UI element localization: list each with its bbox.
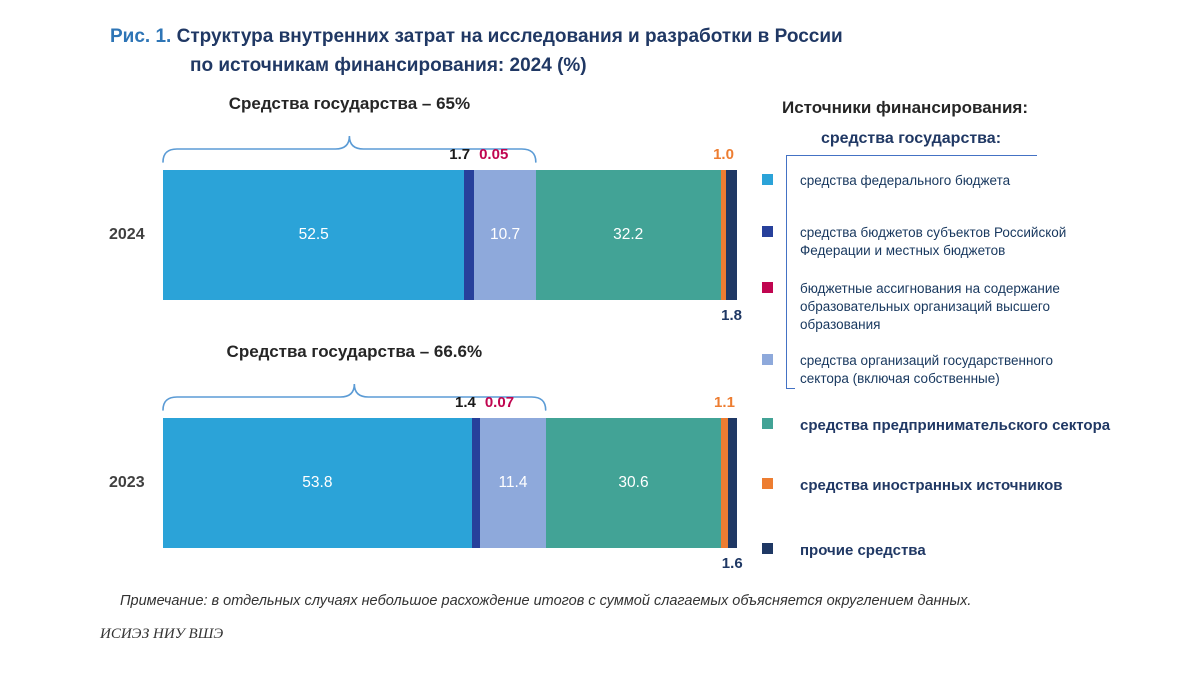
stacked-bar-2023: 53.8 1.4 0.07 11.4 30.6 1.1 1.6 bbox=[163, 394, 743, 572]
value-label-regional-budgets: 1.7 bbox=[449, 146, 471, 163]
value-label-foreign-sources: 1.0 bbox=[713, 146, 734, 163]
source-credit: ИСИЭЗ НИУ ВШЭ bbox=[100, 626, 224, 642]
brace-bracket bbox=[162, 383, 547, 411]
brace-label: Средства государства – 65% bbox=[228, 94, 471, 113]
legend-swatch-higher-education-icon bbox=[762, 282, 773, 293]
year-label: 2024 bbox=[109, 226, 145, 243]
value-label-business-sector: 32.2 bbox=[613, 226, 644, 243]
value-label-other-funds: 1.8 bbox=[721, 307, 742, 324]
legend-swatch-foreign-sources-icon bbox=[762, 478, 773, 489]
value-label-regional-budgets: 1.4 bbox=[454, 394, 476, 411]
legend-group-bracket-line bbox=[786, 155, 787, 388]
legend-swatch-business-sector-icon bbox=[762, 418, 773, 429]
value-label-higher-education-appropriations: 0.05 bbox=[479, 146, 509, 163]
footnote: Примечание: в отдельных случаях небольшо… bbox=[120, 593, 972, 609]
bar-group-2023: Средства государства – 66.6% 2023 53.8 1.… bbox=[109, 340, 743, 580]
year-label: 2023 bbox=[109, 474, 145, 491]
bar-segment-other-funds bbox=[727, 418, 737, 548]
value-label-federal-budget: 53.8 bbox=[302, 474, 333, 491]
value-label-business-sector: 30.6 bbox=[618, 474, 649, 491]
legend-swatch-regional-budgets-icon bbox=[762, 226, 773, 237]
bar-segment-regional-budgets bbox=[471, 418, 480, 548]
legend-label: бюджетные ассигнования на содержание обр… bbox=[800, 281, 1060, 332]
legend-label: средства федерального бюджета bbox=[800, 173, 1011, 188]
bar-segment-foreign-sources bbox=[721, 418, 728, 548]
legend-label: средства иностранных источников bbox=[800, 477, 1063, 494]
value-label-higher-education-appropriations: 0.07 bbox=[484, 394, 515, 411]
stacked-bar-2024: 52.5 1.7 0.05 10.7 32.2 1.0 1.8 bbox=[163, 146, 742, 324]
figure-title: Рис. 1. Структура внутренних затрат на и… bbox=[110, 22, 843, 81]
bar-segment-regional-budgets bbox=[464, 170, 475, 300]
legend-title: Источники финансирования: bbox=[782, 98, 1028, 117]
bar-segment-state-sector-organizations bbox=[480, 418, 546, 548]
legend-group-title: средства государства: bbox=[820, 130, 1002, 147]
bar-segment-other-funds bbox=[726, 170, 737, 300]
bar-segment-federal-budget bbox=[163, 170, 465, 300]
legend-swatch-federal-budget-icon bbox=[762, 174, 773, 185]
value-label-federal-budget: 52.5 bbox=[298, 226, 329, 243]
legend-label: средства организаций государственного се… bbox=[800, 353, 1054, 386]
bar-segment-business-sector bbox=[545, 418, 722, 548]
bar-segment-foreign-sources bbox=[720, 170, 727, 300]
figure-number: Рис. 1. bbox=[110, 26, 172, 47]
value-label-foreign-sources: 1.1 bbox=[714, 394, 735, 411]
bar-segment-state-sector-organizations bbox=[474, 170, 536, 300]
bar-segment-federal-budget bbox=[163, 418, 472, 548]
legend-swatch-other-funds-icon bbox=[762, 543, 773, 554]
figure-title-line1: Структура внутренних затрат на исследова… bbox=[176, 26, 843, 47]
figure-title-line2: по источникам финансирования: 2024 (%) bbox=[190, 55, 587, 77]
brace-bracket bbox=[162, 135, 537, 163]
legend-label: прочие средства bbox=[800, 542, 926, 559]
legend-label: средства предпринимательского сектора bbox=[800, 417, 1111, 434]
bar-segment-business-sector bbox=[535, 170, 721, 300]
legend-swatch-state-sector-icon bbox=[762, 354, 773, 365]
legend-label: средства бюджетов субъектов Российской Ф… bbox=[800, 225, 1067, 258]
value-label-other-funds: 1.6 bbox=[721, 555, 743, 572]
value-label-state-sector-organizations: 11.4 bbox=[498, 474, 528, 491]
bar-group-2024: Средства государства – 65% 2024 52.5 1.7 0… bbox=[109, 92, 742, 332]
legend-group-bracket-foot bbox=[786, 388, 795, 389]
value-label-state-sector-organizations: 10.7 bbox=[490, 226, 521, 243]
legend-group-underline bbox=[786, 155, 1037, 156]
brace-label: Средства государства – 66.6% bbox=[226, 342, 483, 361]
